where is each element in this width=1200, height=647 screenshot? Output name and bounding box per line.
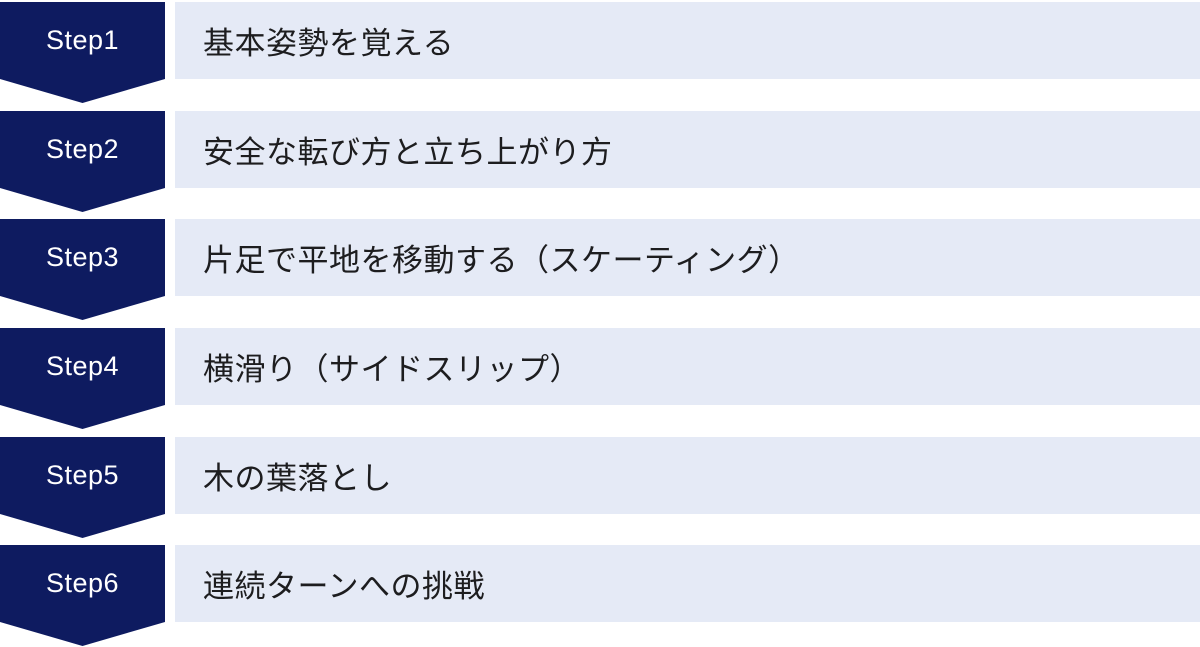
step-description: 片足で平地を移動する（スケーティング） — [203, 243, 800, 278]
step-description: 基本姿勢を覚える — [203, 26, 455, 61]
step-badge-arrow: Step6 — [0, 545, 165, 646]
step-row-5: Step5 木の葉落とし — [0, 437, 1200, 538]
step-number-label: Step2 — [45, 134, 120, 164]
step-badge-arrow: Step4 — [0, 328, 165, 429]
step-number-label: Step6 — [45, 568, 120, 598]
step-badge-arrow: Step5 — [0, 437, 165, 538]
step-description-bar: 木の葉落とし — [175, 437, 1200, 514]
step-description: 横滑り（サイドスリップ） — [203, 352, 581, 387]
step-badge-arrow: Step2 — [0, 111, 165, 212]
step-badge-arrow: Step3 — [0, 219, 165, 320]
step-badge-arrow: Step1 — [0, 2, 165, 103]
step-description-bar: 片足で平地を移動する（スケーティング） — [175, 219, 1200, 296]
step-row-4: Step4 横滑り（サイドスリップ） — [0, 328, 1200, 429]
step-description: 連続ターンへの挑戦 — [203, 569, 485, 604]
step-row-2: Step2 安全な転び方と立ち上がり方 — [0, 111, 1200, 212]
step-description-bar: 連続ターンへの挑戦 — [175, 545, 1200, 622]
step-row-3: Step3 片足で平地を移動する（スケーティング） — [0, 219, 1200, 320]
step-number-label: Step5 — [45, 460, 120, 490]
step-row-1: Step1 基本姿勢を覚える — [0, 2, 1200, 103]
step-description-bar: 安全な転び方と立ち上がり方 — [175, 111, 1200, 188]
step-label-box: Step3 — [0, 219, 165, 296]
step-description-bar: 横滑り（サイドスリップ） — [175, 328, 1200, 405]
step-description-bar: 基本姿勢を覚える — [175, 2, 1200, 79]
step-description: 木の葉落とし — [203, 461, 392, 496]
step-number-label: Step3 — [45, 242, 120, 272]
step-label-box: Step4 — [0, 328, 165, 405]
step-number-label: Step1 — [45, 25, 120, 55]
step-number-label: Step4 — [45, 351, 120, 381]
step-label-box: Step6 — [0, 545, 165, 622]
step-label-box: Step5 — [0, 437, 165, 514]
step-description: 安全な転び方と立ち上がり方 — [203, 135, 613, 170]
step-label-box: Step2 — [0, 111, 165, 188]
step-row-6: Step6 連続ターンへの挑戦 — [0, 545, 1200, 646]
step-label-box: Step1 — [0, 2, 165, 79]
